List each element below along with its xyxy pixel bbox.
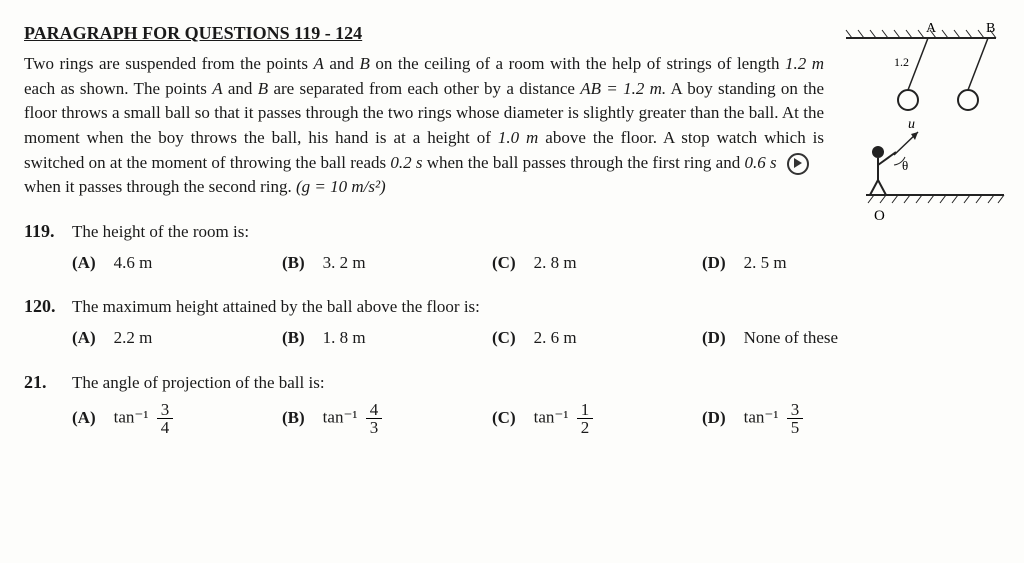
- option-label: (D): [702, 406, 726, 431]
- option-d: (D) 2. 5 m: [702, 251, 902, 276]
- option-c: (C) tan⁻¹ 1 2: [492, 401, 692, 436]
- option-label: (A): [72, 251, 96, 276]
- para-part: and: [324, 54, 360, 73]
- var-A2: A: [212, 79, 222, 98]
- para-part: on the ceiling of a room with the help o…: [370, 54, 785, 73]
- var-h: 1.0 m: [498, 128, 539, 147]
- option-value: tan⁻¹ 4 3: [323, 401, 383, 436]
- para-part: when the ball passes through the first r…: [422, 153, 744, 172]
- option-c: (C) 2. 6 m: [492, 326, 692, 351]
- option-value: None of these: [744, 326, 838, 351]
- option-value: 2.2 m: [114, 326, 153, 351]
- para-part: each as shown. The points: [24, 79, 212, 98]
- option-value: tan⁻¹ 3 5: [744, 401, 804, 436]
- para-part: are separated from each other by a dista…: [268, 79, 580, 98]
- para-part: Two rings are suspended from the points: [24, 54, 313, 73]
- var-B2: B: [258, 79, 268, 98]
- para-part: when it passes through the second ring.: [24, 177, 296, 196]
- question-120: 120. The maximum height attained by the …: [24, 293, 1000, 320]
- option-a: (A) 2.2 m: [72, 326, 272, 351]
- question-number: 120.: [24, 293, 72, 319]
- problem-diagram: A B 1.2 u θ O: [826, 20, 1006, 250]
- var-t1: 0.2 s: [390, 153, 422, 172]
- option-label: (C): [492, 406, 516, 431]
- option-b: (B) tan⁻¹ 4 3: [282, 401, 482, 436]
- option-label: (C): [492, 251, 516, 276]
- var-A: A: [313, 54, 323, 73]
- option-label: (C): [492, 326, 516, 351]
- diagram-label-B: B: [986, 21, 995, 36]
- option-label: (A): [72, 406, 96, 431]
- question-119-options: (A) 4.6 m (B) 3. 2 m (C) 2. 8 m (D) 2. 5 m: [24, 251, 1000, 276]
- var-g: (g = 10 m/s²): [296, 177, 386, 196]
- option-b: (B) 3. 2 m: [282, 251, 482, 276]
- diagram-label-theta: θ: [902, 158, 908, 173]
- var-t2: 0.6 s: [744, 153, 776, 172]
- question-121: 21. The angle of projection of the ball …: [24, 369, 1000, 396]
- question-120-options: (A) 2.2 m (B) 1. 8 m (C) 2. 6 m (D) None of …: [24, 326, 1000, 351]
- option-value: 2. 5 m: [744, 251, 787, 276]
- option-value: 3. 2 m: [323, 251, 366, 276]
- var-AB: AB = 1.2 m.: [580, 79, 666, 98]
- paragraph-text: Two rings are suspended from the points …: [24, 52, 824, 200]
- diagram-label-A: A: [926, 21, 937, 36]
- option-label: (D): [702, 326, 726, 351]
- option-a: (A) tan⁻¹ 3 4: [72, 401, 272, 436]
- option-label: (B): [282, 326, 305, 351]
- option-value: 4.6 m: [114, 251, 153, 276]
- option-value: 1. 8 m: [323, 326, 366, 351]
- var-len: 1.2 m: [785, 54, 824, 73]
- option-label: (A): [72, 326, 96, 351]
- option-b: (B) 1. 8 m: [282, 326, 482, 351]
- play-icon: [787, 153, 809, 175]
- option-c: (C) 2. 8 m: [492, 251, 692, 276]
- option-value: tan⁻¹ 3 4: [114, 401, 174, 436]
- diagram-string-length: 1.2: [894, 55, 909, 69]
- para-part: and: [223, 79, 258, 98]
- question-121-options: (A) tan⁻¹ 3 4 (B) tan⁻¹ 4 3 (C) tan⁻¹ 1 …: [24, 401, 1000, 436]
- option-label: (B): [282, 406, 305, 431]
- option-value: tan⁻¹ 1 2: [534, 401, 594, 436]
- question-text: The angle of projection of the ball is:: [72, 371, 1000, 396]
- option-d: (D) tan⁻¹ 3 5: [702, 401, 902, 436]
- option-label: (B): [282, 251, 305, 276]
- option-value: 2. 8 m: [534, 251, 577, 276]
- option-a: (A) 4.6 m: [72, 251, 272, 276]
- diagram-label-O: O: [874, 208, 885, 224]
- var-B: B: [359, 54, 369, 73]
- question-text: The maximum height attained by the ball …: [72, 295, 1000, 320]
- option-d: (D) None of these: [702, 326, 902, 351]
- question-number: 21.: [24, 369, 72, 395]
- question-number: 119.: [24, 218, 72, 244]
- diagram-label-u: u: [908, 117, 915, 132]
- option-label: (D): [702, 251, 726, 276]
- option-value: 2. 6 m: [534, 326, 577, 351]
